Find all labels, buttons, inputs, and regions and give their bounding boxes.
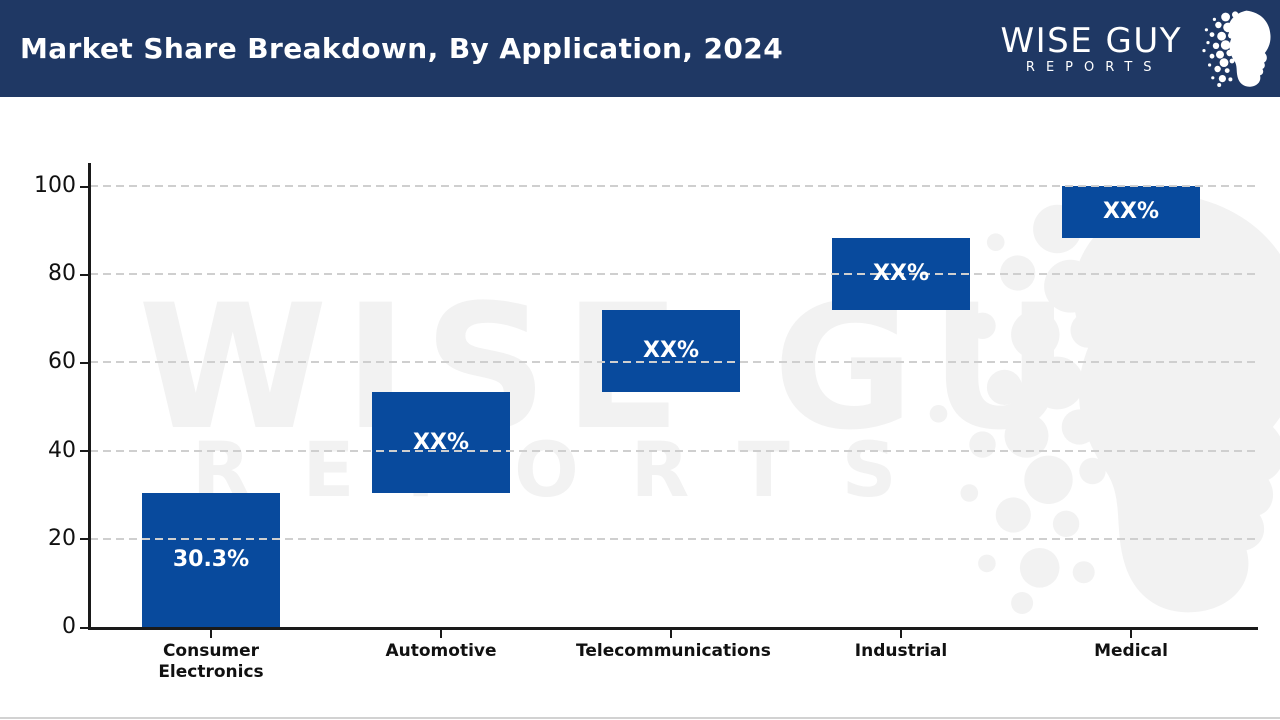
y-axis-tick-label: 0 bbox=[62, 614, 76, 639]
x-axis-tick bbox=[440, 629, 442, 638]
y-axis-tick bbox=[80, 626, 88, 629]
logo-text: WISE GUY REPORTS bbox=[1000, 24, 1182, 74]
y-axis-tick bbox=[80, 185, 88, 188]
bar-automotive bbox=[372, 391, 510, 494]
bar-telecommunications bbox=[602, 309, 740, 392]
gridline bbox=[90, 449, 1258, 452]
x-axis-line bbox=[88, 627, 1258, 630]
x-axis-label-telecommunications: Telecommunications bbox=[576, 641, 771, 661]
x-axis-tick bbox=[1130, 629, 1132, 638]
bar-value-label-telecommunications: XX% bbox=[643, 337, 699, 363]
y-axis-tick bbox=[80, 450, 88, 453]
bar-value-label-consumer-electronics: 30.3% bbox=[172, 547, 250, 573]
x-axis-tick bbox=[900, 629, 902, 638]
y-axis-tick bbox=[80, 538, 88, 541]
chart-title: Market Share Breakdown, By Application, … bbox=[20, 32, 784, 65]
gridline bbox=[90, 537, 1258, 540]
y-axis-tick-label: 40 bbox=[48, 437, 76, 463]
x-axis-tick bbox=[670, 629, 672, 638]
watermark-reports-text: REPORTS bbox=[192, 425, 949, 514]
bar-medical bbox=[1062, 186, 1200, 238]
x-axis-label-industrial: Industrial bbox=[854, 641, 948, 661]
bar-consumer-electronics bbox=[142, 493, 280, 627]
bar-value-label-industrial: XX% bbox=[873, 260, 929, 286]
x-axis-label-automotive: Automotive bbox=[385, 641, 497, 661]
x-axis-label-medical: Medical bbox=[1094, 641, 1168, 661]
chart-header: Market Share Breakdown, By Application, … bbox=[0, 0, 1280, 97]
logo-reports-label: REPORTS bbox=[1025, 59, 1163, 75]
bar-value-label-automotive: XX% bbox=[413, 429, 469, 455]
x-axis-label-consumer-electronics: Consumer Electronics bbox=[158, 641, 264, 683]
y-axis-tick-label: 60 bbox=[48, 349, 76, 375]
bar-value-label-medical: XX% bbox=[1103, 198, 1159, 224]
y-axis-tick-label: 80 bbox=[48, 261, 76, 287]
gridline bbox=[90, 273, 1258, 276]
wise-guy-reports-logo: WISE GUY REPORTS bbox=[1000, 7, 1280, 91]
bottom-border bbox=[0, 717, 1280, 719]
logo-face-icon bbox=[1184, 7, 1272, 91]
gridline bbox=[90, 185, 1258, 187]
y-axis-tick bbox=[80, 273, 88, 276]
x-axis-tick bbox=[210, 629, 212, 638]
y-axis-tick-label: 100 bbox=[34, 173, 76, 198]
y-axis-tick-label: 20 bbox=[48, 525, 76, 551]
gridline bbox=[90, 361, 1258, 364]
y-axis-line bbox=[88, 163, 91, 630]
y-axis-tick bbox=[80, 361, 88, 364]
logo-wiseguy-label: WISE GUY bbox=[1000, 20, 1182, 61]
